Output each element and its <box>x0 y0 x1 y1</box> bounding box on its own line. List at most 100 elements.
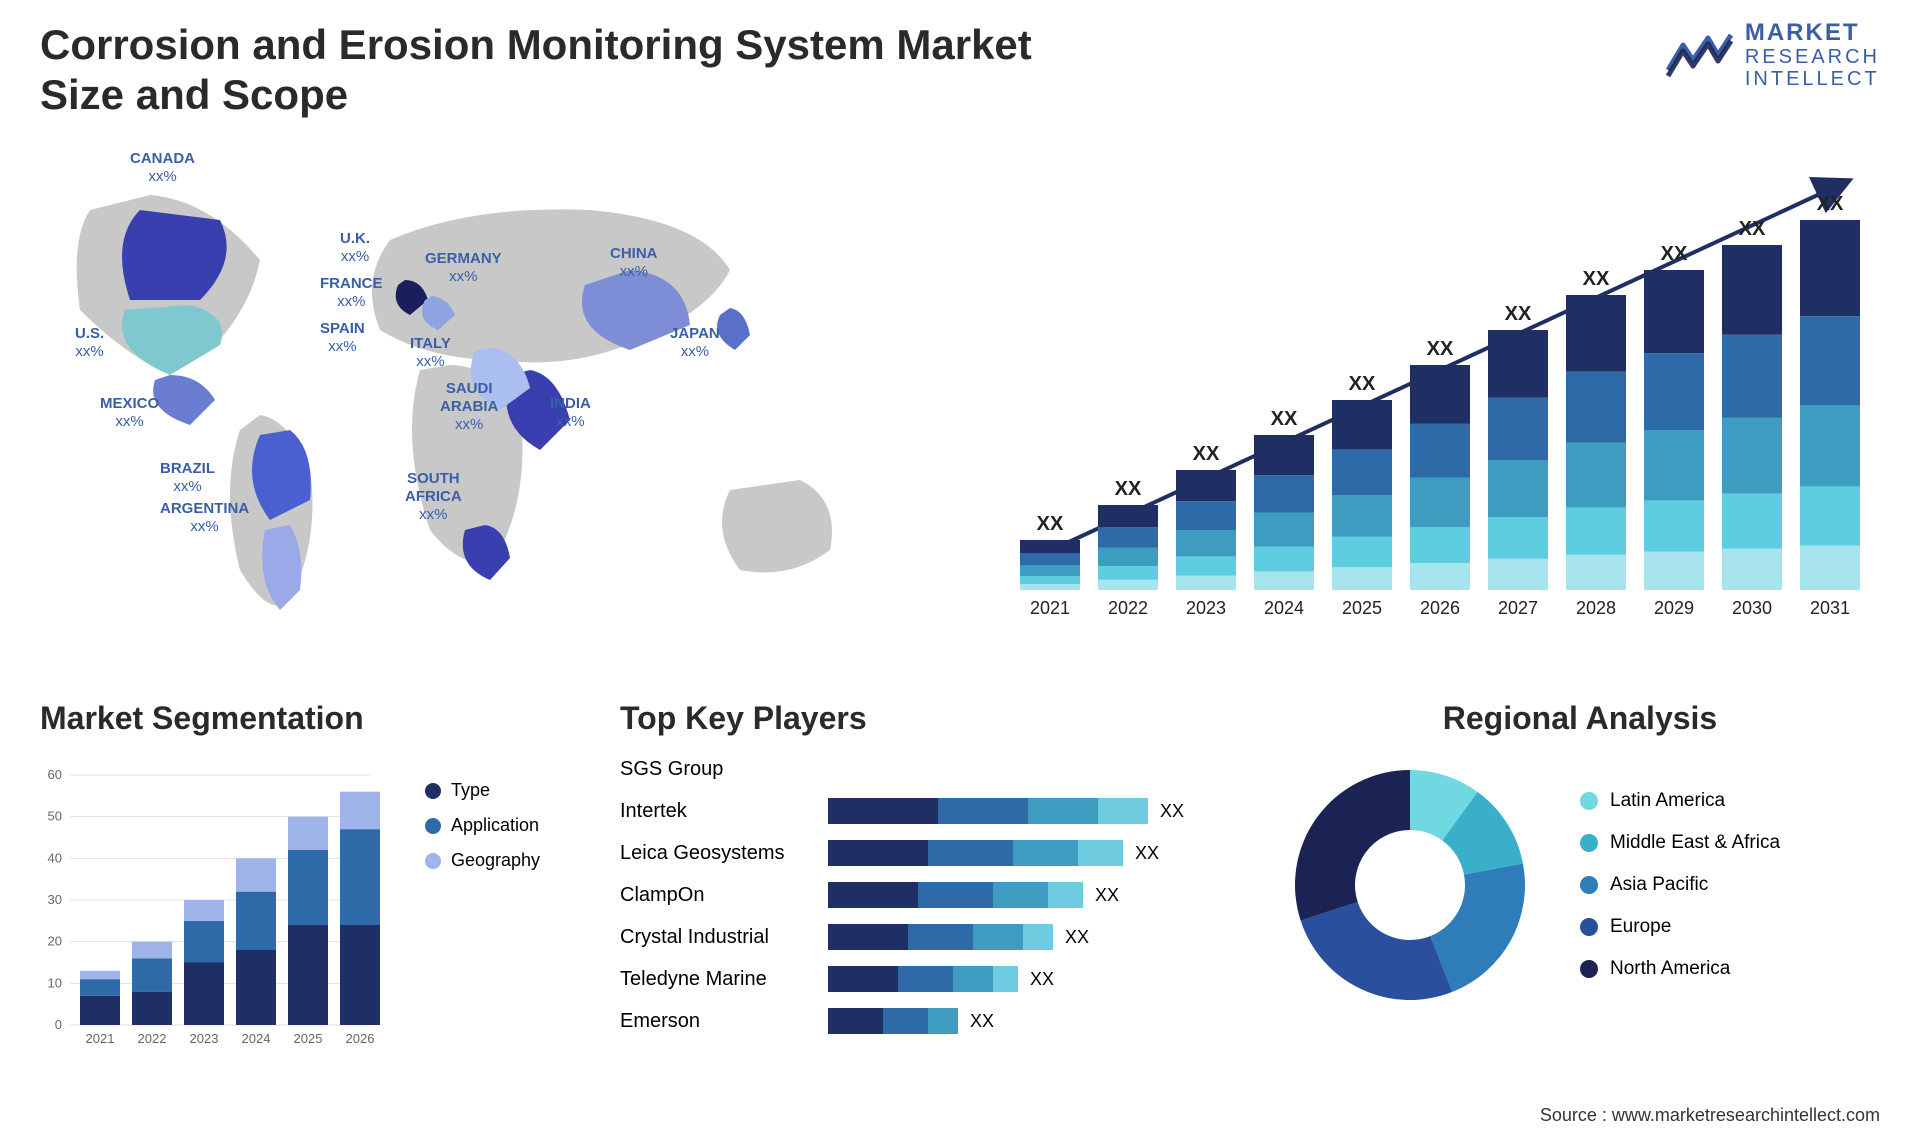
svg-text:2024: 2024 <box>242 1031 271 1046</box>
map-label-italy: ITALYxx% <box>410 335 451 371</box>
kp-bar-segment <box>883 1008 928 1034</box>
map-label-spain: SPAINxx% <box>320 320 365 356</box>
kp-bar-segment <box>828 1008 883 1034</box>
market-size-bar-chart: XX2021XX2022XX2023XX2024XX2025XX2026XX20… <box>1000 150 1880 650</box>
kp-label: SGS Group <box>620 758 810 781</box>
seg-bar-segment <box>340 829 380 925</box>
bar-segment <box>1020 540 1080 553</box>
bar-segment <box>1566 295 1626 372</box>
bar-segment <box>1488 460 1548 517</box>
kp-bar-segment <box>828 840 928 866</box>
bar-segment <box>1410 365 1470 424</box>
seg-bar-segment <box>132 992 172 1025</box>
brand-line2: RESEARCH <box>1745 46 1880 68</box>
kp-bar-segment <box>828 882 918 908</box>
seg-legend-item: Application <box>425 815 540 836</box>
bar-year-label: 2025 <box>1342 598 1382 618</box>
bar-segment <box>1644 500 1704 551</box>
svg-text:60: 60 <box>48 767 62 782</box>
kp-bar-segment <box>918 882 993 908</box>
seg-bar-segment <box>132 958 172 991</box>
bar-year-label: 2023 <box>1186 598 1226 618</box>
seg-bar-segment <box>288 817 328 850</box>
seg-bar-segment <box>80 971 120 979</box>
bar-segment <box>1644 552 1704 590</box>
kp-bar-segment <box>898 966 953 992</box>
bar-segment <box>1800 546 1860 590</box>
kp-label: Leica Geosystems <box>620 842 810 865</box>
regional-donut <box>1280 755 1540 1015</box>
regional-legend: Latin America Middle East & Africa Asia Pa… <box>1580 790 1780 980</box>
bar-segment <box>1176 576 1236 590</box>
bar-segment <box>1566 443 1626 508</box>
map-label-brazil: BRAZILxx% <box>160 460 215 496</box>
map-label-argentina: ARGENTINAxx% <box>160 500 249 536</box>
kp-bar-segment <box>1028 798 1098 824</box>
bar-segment <box>1566 507 1626 554</box>
bar-segment <box>1254 547 1314 572</box>
bar-value-label: XX <box>1193 443 1220 465</box>
bar-segment <box>1722 549 1782 590</box>
donut-slice <box>1295 770 1410 921</box>
bar-segment <box>1332 537 1392 567</box>
bar-year-label: 2026 <box>1420 598 1460 618</box>
keyplayer-row: Crystal IndustrialXX <box>620 923 1220 951</box>
bar-segment <box>1176 470 1236 501</box>
kp-bar-segment <box>928 840 1013 866</box>
svg-text:2023: 2023 <box>190 1031 219 1046</box>
bar-segment <box>1800 486 1860 545</box>
keyplayer-row: IntertekXX <box>620 797 1220 825</box>
bar-segment <box>1254 475 1314 512</box>
brand-logo: MARKET RESEARCH INTELLECT <box>1663 20 1880 90</box>
svg-text:2021: 2021 <box>86 1031 115 1046</box>
map-label-saudiarabia: SAUDIARABIAxx% <box>440 380 498 434</box>
kp-bar-segment <box>1023 924 1053 950</box>
donut-slice <box>1301 902 1453 1000</box>
regional-legend-item: Middle East & Africa <box>1580 832 1780 854</box>
kp-bar-segment <box>1013 840 1078 866</box>
bar-segment <box>1566 555 1626 590</box>
bar-value-label: XX <box>1427 338 1454 360</box>
bar-segment <box>1332 400 1392 449</box>
seg-bar-segment <box>340 925 380 1025</box>
kp-bar-segment <box>993 966 1018 992</box>
kp-bar-segment <box>1078 840 1123 866</box>
seg-bar-segment <box>288 925 328 1025</box>
kp-value: XX <box>970 1011 994 1032</box>
kp-bar-segment <box>1048 882 1083 908</box>
bar-value-label: XX <box>1739 218 1766 240</box>
bar-segment <box>1410 424 1470 478</box>
svg-text:40: 40 <box>48 850 62 865</box>
bar-segment <box>1488 517 1548 559</box>
seg-legend-item: Geography <box>425 850 540 871</box>
bar-segment <box>1800 316 1860 405</box>
bar-segment <box>1098 505 1158 527</box>
map-label-canada: CANADAxx% <box>130 150 195 186</box>
kp-label: Crystal Industrial <box>620 926 810 949</box>
brand-line1: MARKET <box>1745 20 1880 46</box>
regional-legend-item: Latin America <box>1580 790 1780 812</box>
kp-value: XX <box>1135 843 1159 864</box>
keyplayer-row: Teledyne MarineXX <box>620 965 1220 993</box>
bar-segment <box>1722 245 1782 335</box>
bar-segment <box>1722 418 1782 494</box>
segmentation-legend: Type Application Geography <box>425 780 540 885</box>
seg-bar-segment <box>80 979 120 996</box>
kp-label: Teledyne Marine <box>620 968 810 991</box>
bar-segment <box>1020 565 1080 576</box>
svg-text:2022: 2022 <box>138 1031 167 1046</box>
kp-bar-segment <box>928 1008 958 1034</box>
seg-legend-item: Type <box>425 780 540 801</box>
seg-bar-segment <box>132 942 172 959</box>
brand-line3: INTELLECT <box>1745 68 1880 90</box>
regional-panel: Regional Analysis Latin AmericaMiddle Ea… <box>1280 700 1880 1080</box>
regional-legend-item: Asia Pacific <box>1580 874 1780 896</box>
page-title: Corrosion and Erosion Monitoring System … <box>40 20 1040 121</box>
seg-bar-segment <box>236 950 276 1025</box>
bar-segment <box>1410 478 1470 528</box>
bar-segment <box>1488 398 1548 460</box>
kp-bar-segment <box>828 924 908 950</box>
bar-segment <box>1176 530 1236 556</box>
bar-segment <box>1644 270 1704 353</box>
kp-value: XX <box>1160 801 1184 822</box>
